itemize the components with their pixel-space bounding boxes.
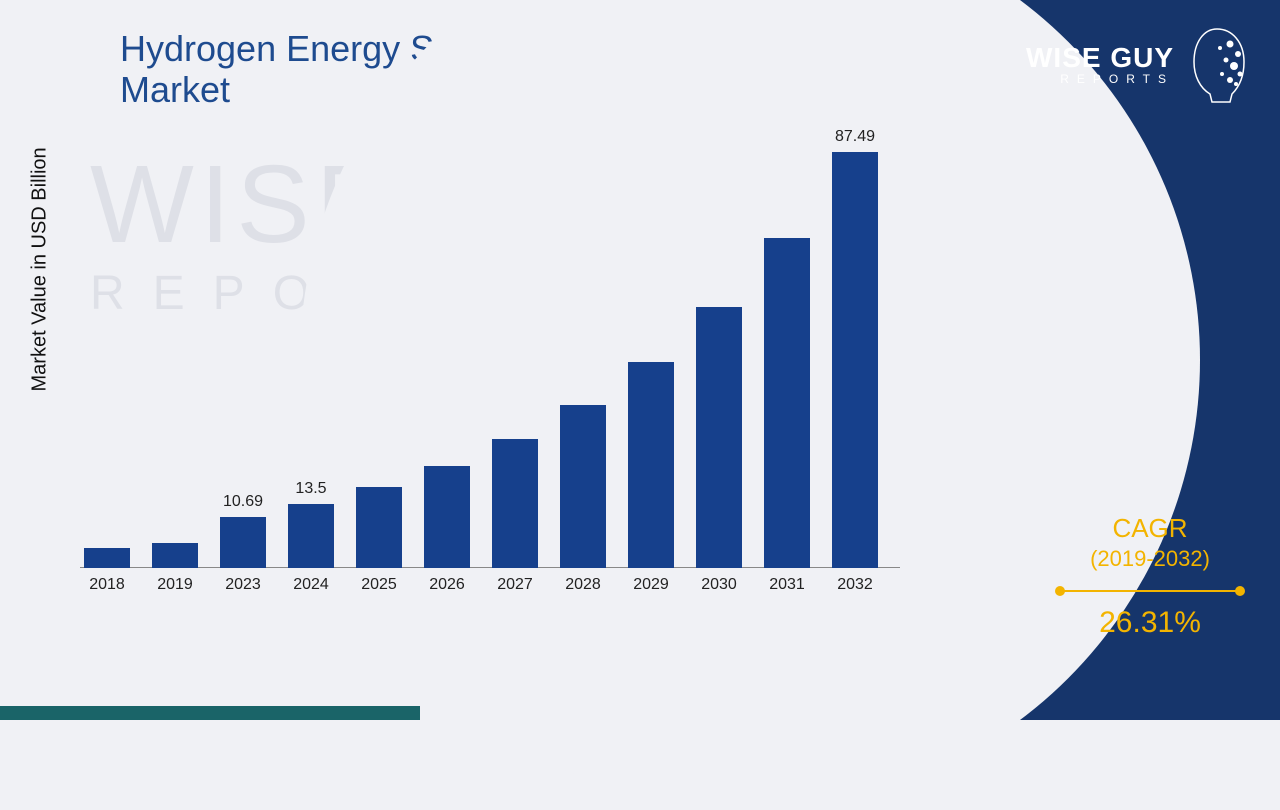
bar: [764, 238, 810, 568]
x-axis-tick: 2030: [696, 576, 742, 594]
x-axis-tick: 2023: [220, 576, 266, 594]
cagr-value: 26.31%: [1020, 606, 1280, 640]
logo-head-icon: [1182, 24, 1252, 104]
x-axis-tick: 2028: [560, 576, 606, 594]
bar: [628, 362, 674, 568]
x-axis-tick: 2019: [152, 576, 198, 594]
bar-value-label: 13.5: [295, 480, 326, 498]
x-axis-tick: 2027: [492, 576, 538, 594]
logo-main-text: WISE GUY: [1026, 42, 1174, 74]
bottom-accent-bar: [0, 706, 420, 720]
cagr-title: CAGR: [1020, 513, 1280, 544]
x-axis-tick: 2024: [288, 576, 334, 594]
bar-value-label: 10.69: [223, 493, 263, 511]
x-axis-tick: 2029: [628, 576, 674, 594]
bar: [152, 543, 198, 568]
chart-container: 2018201910.69202313.52024202520262027202…: [80, 140, 900, 590]
cagr-divider: [1060, 590, 1240, 592]
bar: [84, 548, 130, 568]
bar: [696, 307, 742, 568]
bar: [560, 405, 606, 568]
main-area: Hydrogen Energy Storage Technology Marke…: [0, 0, 960, 720]
logo-sub-text: REPORTS: [1026, 72, 1174, 86]
y-axis-label: Market Value in USD Billion: [29, 147, 52, 391]
x-axis-tick: 2032: [832, 576, 878, 594]
x-axis-tick: 2031: [764, 576, 810, 594]
logo: WISE GUY REPORTS: [1026, 24, 1252, 104]
bar: [492, 439, 538, 568]
bar: 10.69: [220, 517, 266, 568]
x-axis-tick: 2018: [84, 576, 130, 594]
x-axis-tick: 2025: [356, 576, 402, 594]
bar: 13.5: [288, 504, 334, 568]
bar: [424, 466, 470, 568]
cagr-years: (2019-2032): [1020, 546, 1280, 572]
cagr-block: CAGR (2019-2032) 26.31%: [1020, 513, 1280, 640]
bar: [356, 487, 402, 568]
bar: 87.49: [832, 152, 878, 568]
logo-text-block: WISE GUY REPORTS: [1026, 42, 1174, 86]
bar-value-label: 87.49: [835, 128, 875, 146]
x-axis-tick: 2026: [424, 576, 470, 594]
